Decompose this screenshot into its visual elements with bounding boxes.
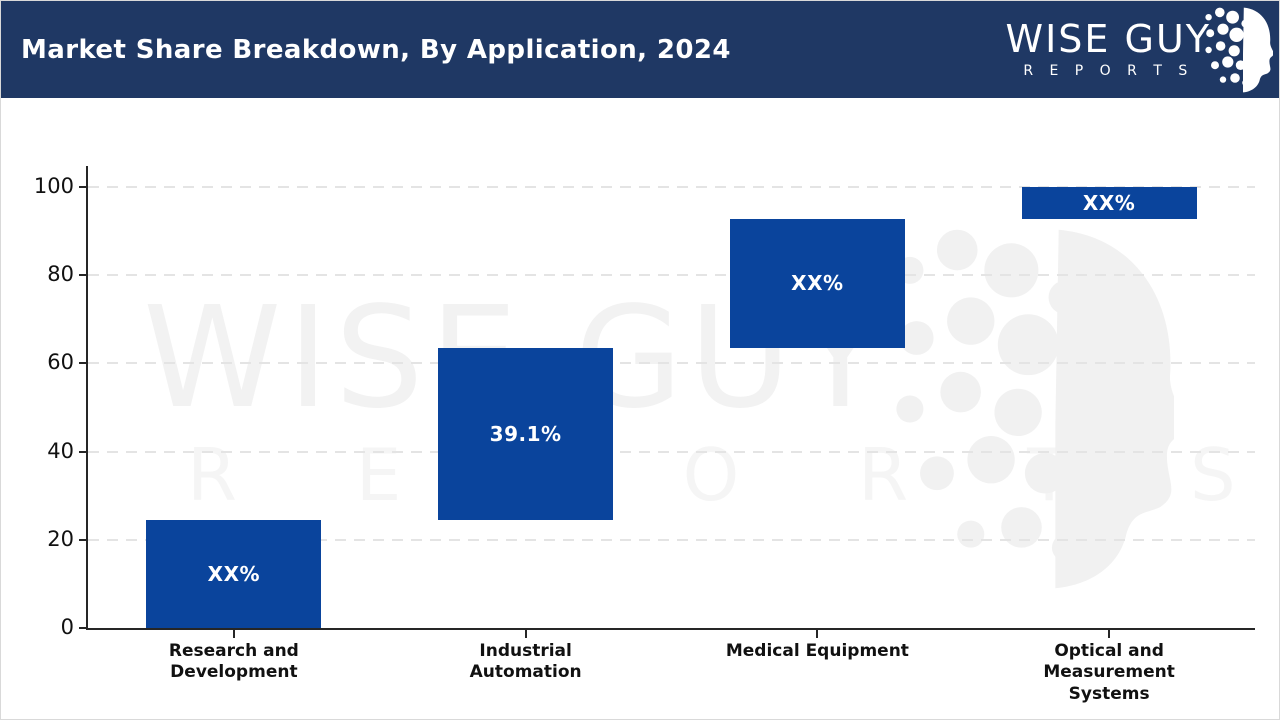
y-tick-label: 0 bbox=[60, 615, 74, 639]
x-tick-mark bbox=[816, 630, 819, 638]
x-tick-mark bbox=[232, 630, 235, 638]
y-tick-label: 100 bbox=[33, 174, 74, 198]
y-tick-mark bbox=[79, 362, 87, 365]
bar-0: XX% bbox=[146, 519, 322, 628]
x-category-label: Optical and Measurement Systems bbox=[1043, 641, 1175, 704]
y-tick-mark bbox=[79, 186, 87, 188]
y-tick-mark bbox=[79, 538, 87, 541]
gridline-60 bbox=[88, 362, 1255, 365]
x-axis-line bbox=[86, 628, 1255, 630]
dotted-head-icon bbox=[1197, 6, 1274, 94]
logo-subtitle: R E P O R T S bbox=[1023, 63, 1194, 79]
gridline-40 bbox=[88, 450, 1255, 453]
y-tick-label: 40 bbox=[47, 438, 74, 463]
y-tick-label: 60 bbox=[47, 350, 74, 375]
bar-3: XX% bbox=[1021, 187, 1197, 219]
x-category-label: Industrial Automation bbox=[469, 641, 582, 683]
x-tick-mark bbox=[524, 630, 527, 638]
gridline-100 bbox=[88, 186, 1255, 188]
x-category-label: Research and Development bbox=[168, 641, 299, 683]
watermark-head-icon bbox=[869, 223, 1186, 595]
bar-1: 39.1% bbox=[438, 347, 614, 520]
y-tick-label: 80 bbox=[47, 262, 74, 287]
logo-text: WISE GUY R E P O R T S bbox=[1006, 20, 1211, 79]
y-axis-line bbox=[86, 166, 88, 630]
bar-value-label: XX% bbox=[1082, 190, 1136, 215]
gridline-20 bbox=[88, 538, 1255, 541]
bar-value-label: XX% bbox=[207, 561, 261, 586]
gridline-80 bbox=[88, 274, 1255, 277]
y-tick-mark bbox=[79, 627, 87, 629]
y-tick-mark bbox=[79, 274, 87, 277]
wise-guy-reports-logo: WISE GUY R E P O R T S bbox=[1006, 6, 1274, 94]
page-title: Market Share Breakdown, By Application, … bbox=[21, 34, 731, 65]
y-tick-label: 20 bbox=[47, 526, 74, 551]
bar-2: XX% bbox=[729, 218, 905, 348]
bar-value-label: XX% bbox=[791, 271, 844, 296]
x-category-label: Medical Equipment bbox=[725, 641, 909, 661]
bar-value-label: 39.1% bbox=[489, 421, 562, 446]
y-tick-mark bbox=[79, 450, 87, 453]
x-tick-mark bbox=[1108, 630, 1111, 638]
header-bar: Market Share Breakdown, By Application, … bbox=[1, 1, 1279, 98]
logo-wordmark: WISE GUY bbox=[1005, 17, 1211, 61]
